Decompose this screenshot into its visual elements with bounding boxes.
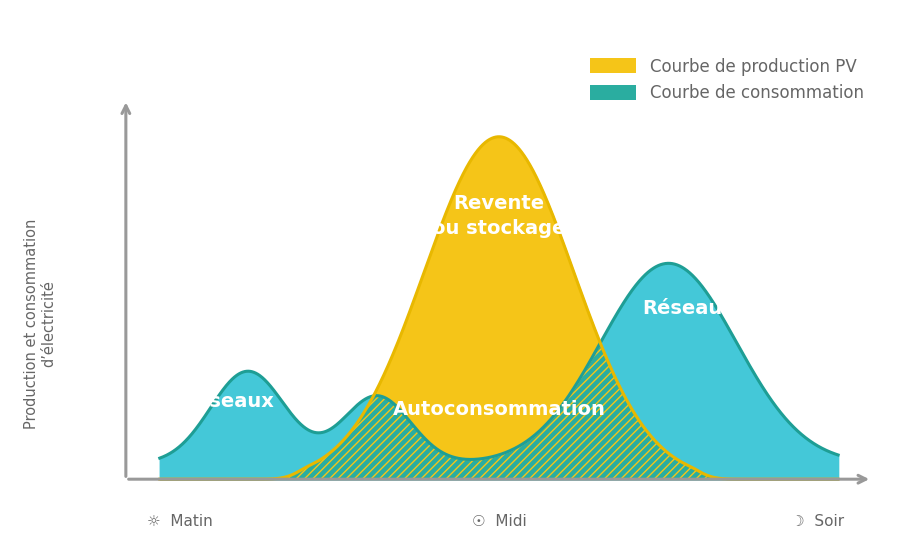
- Text: ☼  Matin: ☼ Matin: [147, 514, 213, 529]
- Text: Autoconsommation: Autoconsommation: [393, 400, 605, 419]
- Text: Revente
ou stockage: Revente ou stockage: [432, 194, 565, 238]
- Text: Réseaux: Réseaux: [182, 392, 274, 411]
- Text: ☽  Soir: ☽ Soir: [791, 514, 844, 529]
- Legend: Courbe de production PV, Courbe de consommation: Courbe de production PV, Courbe de conso…: [590, 58, 864, 102]
- Text: Production et consommation
d’électricité: Production et consommation d’électricité: [24, 219, 57, 429]
- Text: Réseaux: Réseaux: [643, 299, 735, 318]
- Text: ☉  Midi: ☉ Midi: [472, 514, 526, 529]
